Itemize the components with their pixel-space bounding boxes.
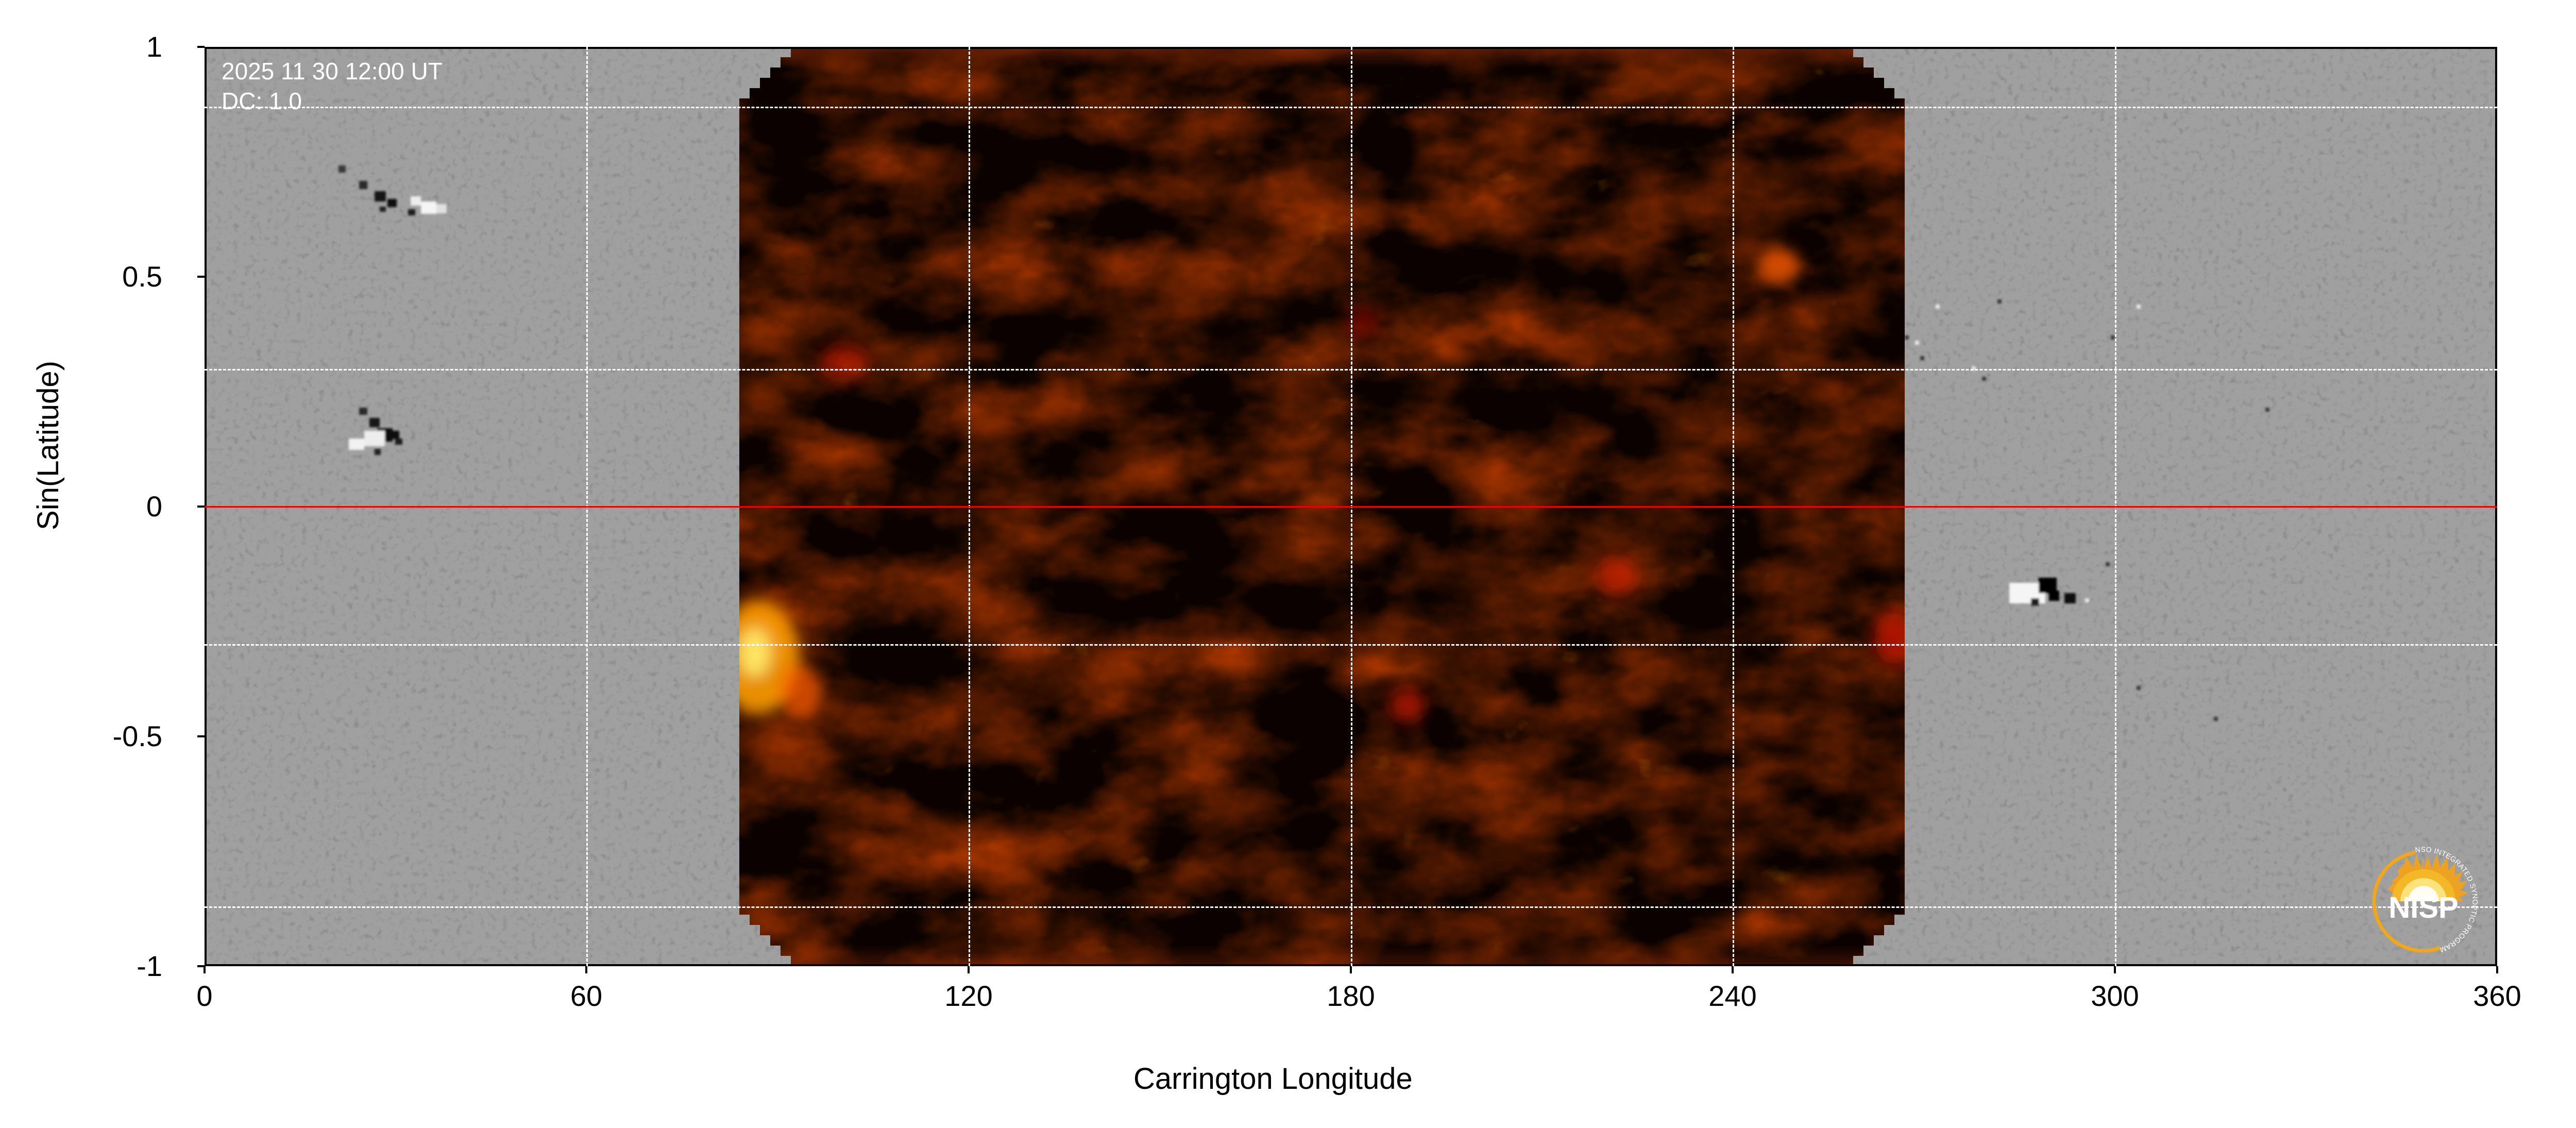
svg-text:NISP: NISP (2388, 891, 2458, 924)
